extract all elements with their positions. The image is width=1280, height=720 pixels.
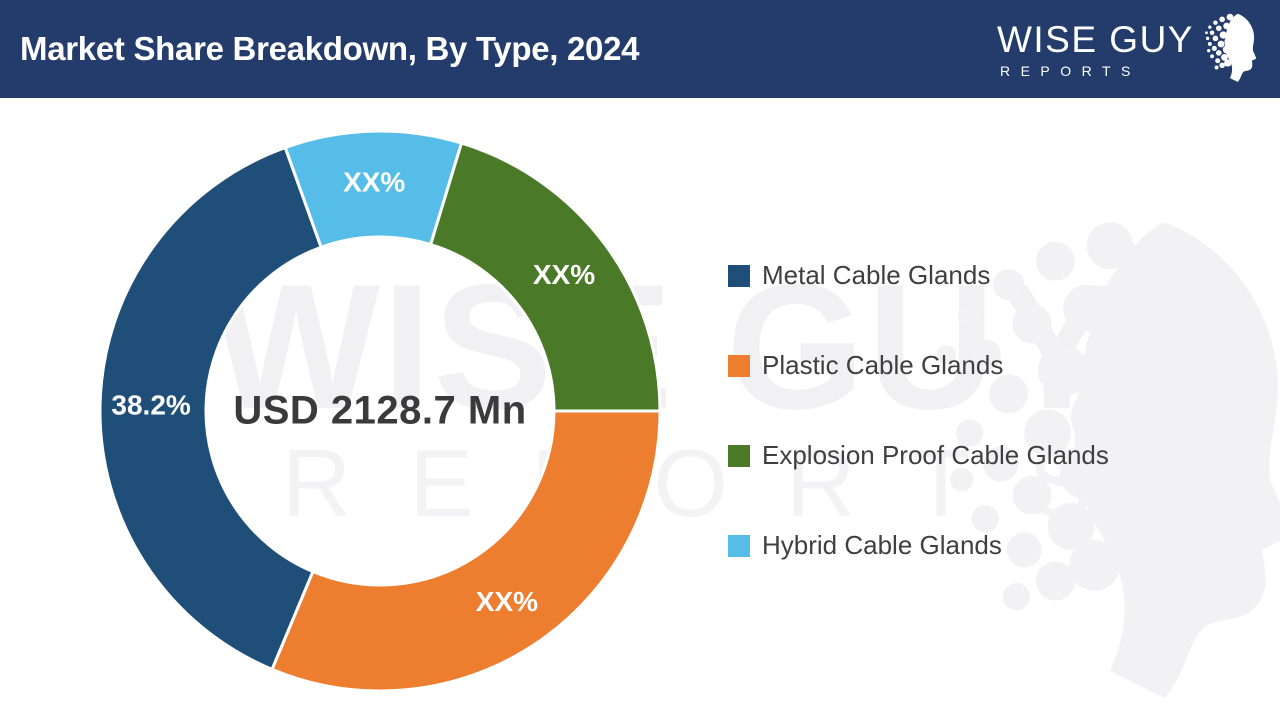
segment-label-metal-cable-glands: 38.2%	[111, 390, 190, 421]
legend-item-hybrid-cable-glands: Hybrid Cable Glands	[728, 530, 1109, 560]
legend-label: Explosion Proof Cable Glands	[762, 440, 1109, 470]
chart-area: WISE GUY REPORTS XX% XX% XX% 38.2% USD 2128…	[0, 98, 1280, 720]
brand-logo: WISE GUY REPORTS	[997, 11, 1258, 87]
donut-chart: XX% XX% XX% 38.2%	[98, 129, 662, 693]
legend-label: Hybrid Cable Glands	[762, 530, 1002, 560]
brand-logo-text: WISE GUY REPORTS	[997, 21, 1194, 78]
face-dots-icon	[1202, 11, 1258, 87]
legend-swatch-plastic-cable-glands	[728, 354, 750, 377]
donut-segment-metal-cable-glands	[98, 146, 323, 671]
legend-label: Plastic Cable Glands	[762, 350, 1004, 380]
donut-segment-plastic-cable-glands	[270, 409, 662, 693]
donut-segment-explosion-proof-cable-glands	[429, 141, 662, 413]
legend-swatch-explosion-proof-cable-glands	[728, 444, 750, 467]
chart-center-value: USD 2128.7 Mn	[233, 388, 527, 433]
segment-label-explosion-proof-cable-glands: XX%	[533, 259, 595, 290]
legend-item-metal-cable-glands: Metal Cable Glands	[728, 260, 1109, 290]
brand-subtitle: REPORTS	[999, 62, 1141, 79]
legend-item-explosion-proof-cable-glands: Explosion Proof Cable Glands	[728, 440, 1109, 470]
legend-label: Metal Cable Glands	[762, 260, 991, 290]
segment-label-plastic-cable-glands: XX%	[476, 586, 538, 617]
legend-swatch-metal-cable-glands	[728, 264, 750, 287]
segment-label-hybrid-cable-glands: XX%	[343, 167, 405, 198]
legend: Metal Cable Glands Plastic Cable Glands Ex…	[728, 260, 1109, 622]
legend-item-plastic-cable-glands: Plastic Cable Glands	[728, 350, 1109, 380]
header: Market Share Breakdown, By Type, 2024 WI…	[0, 0, 1280, 98]
brand-name: WISE GUY	[996, 18, 1194, 60]
legend-swatch-hybrid-cable-glands	[728, 534, 750, 557]
page-title: Market Share Breakdown, By Type, 2024	[20, 30, 640, 67]
